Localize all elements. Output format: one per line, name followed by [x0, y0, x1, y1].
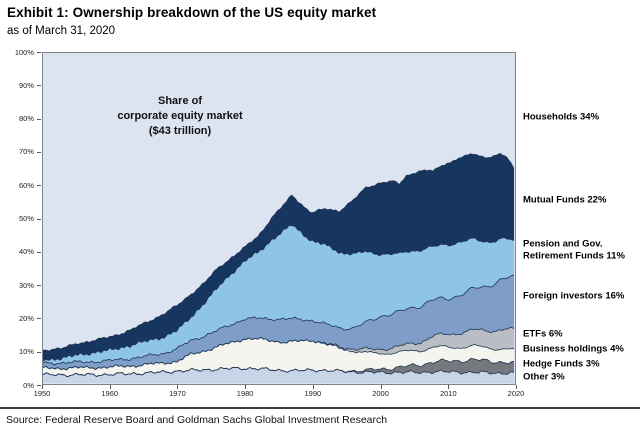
band-pension-and-gov-retirement-funds	[43, 225, 514, 365]
chart-plot-area	[42, 52, 516, 385]
y-axis-label: 20%	[18, 313, 34, 323]
business-holdings-label: Business holdings 4%	[523, 343, 624, 355]
band-foreign-investors	[43, 275, 514, 370]
source-divider	[0, 407, 640, 409]
boundary-line	[43, 326, 514, 371]
y-axis-tick	[37, 251, 41, 253]
etfs-label: ETFs 6%	[523, 328, 563, 340]
y-axis-tick	[37, 185, 41, 187]
x-axis-tick	[245, 385, 247, 389]
figure-subtitle: as of March 31, 2020	[7, 25, 116, 37]
foreign-investors-label: Foreign investors 16%	[523, 290, 625, 302]
pension-funds-label: Pension and Gov. Retirement Funds 11%	[523, 238, 625, 262]
boundary-line	[43, 225, 514, 362]
source-text: Source: Federal Reserve Board and Goldma…	[6, 414, 388, 426]
y-axis-tick	[37, 218, 41, 220]
y-axis-label: 100%	[14, 47, 34, 57]
other-label: Other 3%	[523, 371, 565, 383]
x-axis-label: 2010	[439, 389, 457, 398]
x-axis-label: 1950	[33, 389, 51, 398]
boundary-line	[43, 153, 514, 352]
y-axis-label: 80%	[18, 114, 34, 124]
x-axis-tick	[109, 385, 111, 389]
y-axis-tick	[37, 85, 41, 87]
band-other	[43, 367, 514, 383]
x-axis-tick	[312, 385, 314, 389]
stacked-area-chart	[43, 53, 514, 383]
y-axis-tick	[37, 318, 41, 320]
x-axis-tick	[516, 385, 517, 389]
households-label: Households 34%	[523, 111, 600, 123]
y-axis-label: 40%	[18, 247, 34, 257]
y-axis-label: 10%	[18, 347, 34, 357]
x-axis-tick	[177, 385, 179, 389]
hedge-funds-label: Hedge Funds 3%	[523, 358, 600, 370]
x-axis-label: 1980	[236, 389, 254, 398]
chart-annotation: Share of corporate equity market ($43 tr…	[117, 95, 243, 137]
y-axis-tick	[37, 151, 41, 153]
x-axis-label: 2020	[507, 389, 525, 398]
x-axis-label: 1970	[169, 389, 186, 398]
y-axis-tick	[37, 285, 41, 287]
x-axis-tick	[448, 385, 450, 389]
mutual-funds-label: Mutual Funds 22%	[523, 194, 607, 206]
y-axis-tick	[37, 118, 41, 120]
y-axis-tick	[37, 385, 41, 386]
x-axis-label: 1990	[304, 389, 322, 398]
x-axis-tick	[380, 385, 382, 389]
x-axis-label: 2000	[372, 389, 389, 398]
boundary-line	[43, 274, 514, 366]
chart-legend: Households 34% Mutual Funds 22% Pension an…	[523, 0, 638, 400]
y-axis-tick	[37, 52, 41, 53]
x-axis-tick	[42, 385, 43, 389]
figure-title: Exhibit 1: Ownership breakdown of the US…	[7, 5, 377, 20]
y-axis-label: 50%	[18, 214, 34, 223]
band-hedge-funds	[43, 358, 514, 377]
x-axis-label: 1960	[101, 389, 119, 398]
band-mutual-funds	[43, 153, 514, 362]
band-households	[43, 53, 514, 351]
y-axis-label: 30%	[18, 280, 34, 290]
y-axis-label: 60%	[18, 180, 34, 190]
y-axis-tick	[37, 351, 41, 353]
y-axis-label: 0%	[23, 380, 34, 390]
boundary-line	[43, 358, 514, 377]
y-axis-label: 70%	[18, 147, 34, 157]
y-axis-label: 90%	[18, 80, 34, 90]
